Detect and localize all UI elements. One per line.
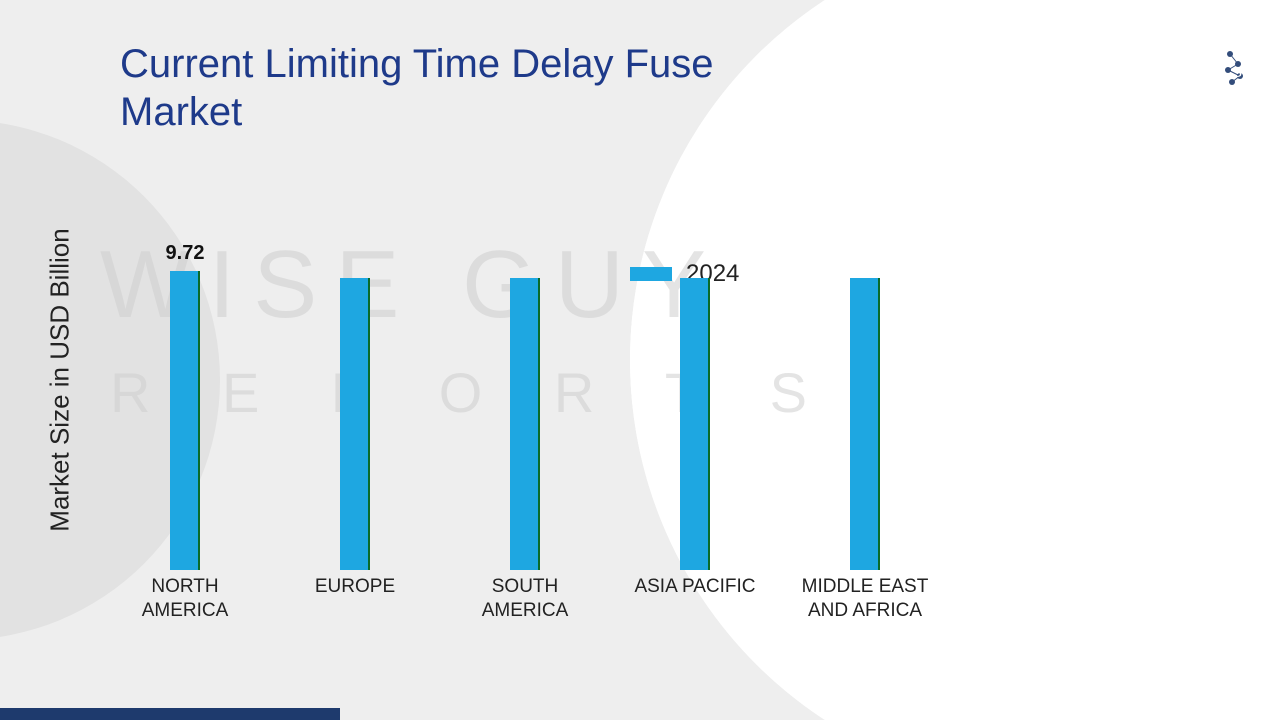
bar-chart: 2024 9.72 NORTH AMERICAEUROPESOUTH AMERI… (110, 170, 970, 650)
bar (850, 278, 880, 570)
bar-value-label: 9.72 (166, 242, 205, 265)
category-label: ASIA PACIFIC (620, 575, 770, 599)
brand-logo: WISE GUY REPORTS (1076, 28, 1250, 81)
bar (340, 278, 370, 570)
bar (680, 278, 710, 570)
logo-line2: REPORTS (1076, 64, 1250, 81)
chart-title: Current Limiting Time Delay Fuse Market (120, 40, 840, 136)
category-label: MIDDLE EAST AND AFRICA (790, 575, 940, 623)
category-label: EUROPE (280, 575, 430, 599)
category-label: NORTH AMERICA (110, 575, 260, 623)
bar (170, 271, 200, 570)
plot-area: 9.72 (110, 170, 970, 570)
y-axis-label: Market Size in USD Billion (45, 228, 76, 531)
bottom-accent-bar (0, 708, 340, 720)
stage: WISE GUY R E P O R T S Current Limiting … (0, 0, 1280, 720)
category-label: SOUTH AMERICA (450, 575, 600, 623)
logo-line1: WISE GUY (1076, 28, 1250, 62)
bar (510, 278, 540, 570)
